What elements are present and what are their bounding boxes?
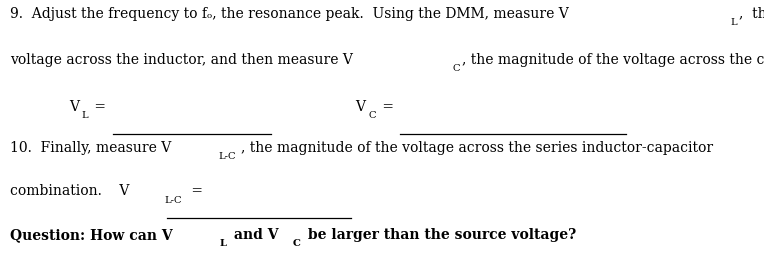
Text: V: V <box>69 99 79 114</box>
Text: C: C <box>293 239 300 248</box>
Text: C: C <box>452 65 460 74</box>
Text: L: L <box>82 111 89 120</box>
Text: L-C: L-C <box>164 196 182 205</box>
Text: 9.  Adjust the frequency to fₒ, the resonance peak.  Using the DMM, measure V: 9. Adjust the frequency to fₒ, the reson… <box>10 7 568 21</box>
Text: , the magnitude of the voltage across the capacitor.: , the magnitude of the voltage across th… <box>462 53 764 67</box>
Text: =: = <box>186 184 202 198</box>
Text: voltage across the inductor, and then measure V: voltage across the inductor, and then me… <box>10 53 353 67</box>
Text: , the magnitude of the voltage across the series inductor-capacitor: , the magnitude of the voltage across th… <box>241 141 713 155</box>
Text: and V: and V <box>228 228 278 242</box>
Text: =: = <box>90 99 106 114</box>
Text: L-C: L-C <box>218 152 235 161</box>
Text: L: L <box>220 239 227 248</box>
Text: 10.  Finally, measure V: 10. Finally, measure V <box>10 141 171 155</box>
Text: Question: How can V: Question: How can V <box>10 228 173 242</box>
Text: =: = <box>378 99 394 114</box>
Text: L: L <box>731 18 737 27</box>
Text: combination.    V: combination. V <box>10 184 129 198</box>
Text: be larger than the source voltage?: be larger than the source voltage? <box>303 228 576 242</box>
Text: C: C <box>368 111 376 120</box>
Text: ,  the magnitude of the: , the magnitude of the <box>740 7 764 21</box>
Text: V: V <box>355 99 365 114</box>
